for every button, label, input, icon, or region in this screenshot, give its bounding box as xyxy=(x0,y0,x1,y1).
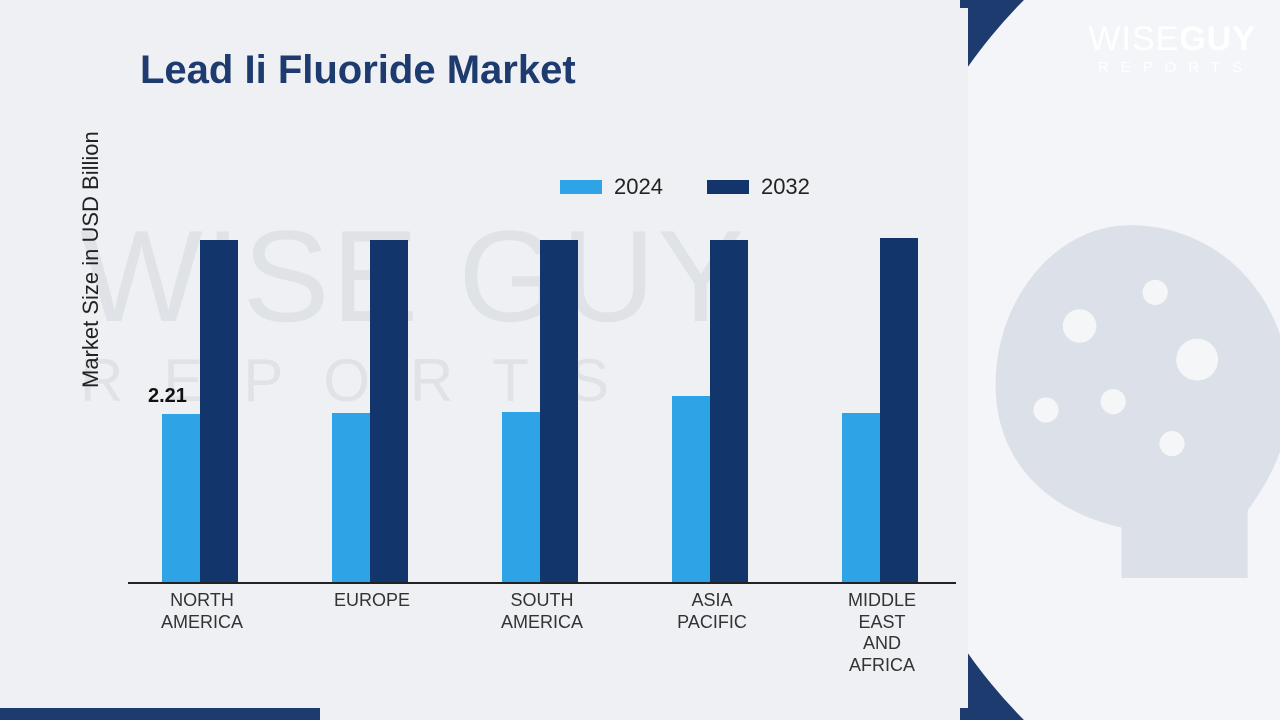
brand-logo-text: WISEGUY REPORTS xyxy=(1088,22,1256,75)
bottom-accent-strip xyxy=(0,708,320,720)
bar-2024-na xyxy=(162,414,200,582)
bar-2024-mea xyxy=(842,413,880,582)
chart-panel: WISE GUY REPORTS Lead Ii Fluoride Market… xyxy=(20,8,968,708)
bar-2032-eu xyxy=(370,240,408,582)
bar-2032-ap xyxy=(710,240,748,582)
y-axis-label: Market Size in USD Billion xyxy=(78,131,104,388)
bar-2024-ap xyxy=(672,396,710,582)
x-label-mea: MIDDLE EAST AND AFRICA xyxy=(812,590,952,676)
x-label-sa: SOUTH AMERICA xyxy=(472,590,612,633)
legend: 2024 2032 xyxy=(560,174,810,200)
bar-2024-eu xyxy=(332,413,370,582)
x-label-eu: EUROPE xyxy=(302,590,442,612)
bar-2032-sa xyxy=(540,240,578,582)
legend-label-2024: 2024 xyxy=(614,174,663,200)
chart-title: Lead Ii Fluoride Market xyxy=(140,48,576,93)
legend-item-2024: 2024 xyxy=(560,174,663,200)
legend-label-2032: 2032 xyxy=(761,174,810,200)
stage: WISE GUY REPORTS Lead Ii Fluoride Market… xyxy=(0,0,1280,720)
bar-2024-sa xyxy=(502,412,540,582)
legend-swatch-2024 xyxy=(560,180,602,194)
brand-guy: GUY xyxy=(1179,20,1256,58)
right-navy-band xyxy=(960,0,1280,720)
brand-reports: REPORTS xyxy=(1088,60,1256,75)
legend-swatch-2032 xyxy=(707,180,749,194)
value-label-na: 2.21 xyxy=(148,385,187,408)
x-label-na: NORTH AMERICA xyxy=(132,590,272,633)
bar-2032-mea xyxy=(880,238,918,582)
legend-item-2032: 2032 xyxy=(707,174,810,200)
brand-wise: WISE xyxy=(1088,20,1179,58)
plot-area: 2.21 xyxy=(128,204,956,584)
bar-2032-na xyxy=(200,240,238,582)
x-label-ap: ASIA PACIFIC xyxy=(642,590,782,633)
